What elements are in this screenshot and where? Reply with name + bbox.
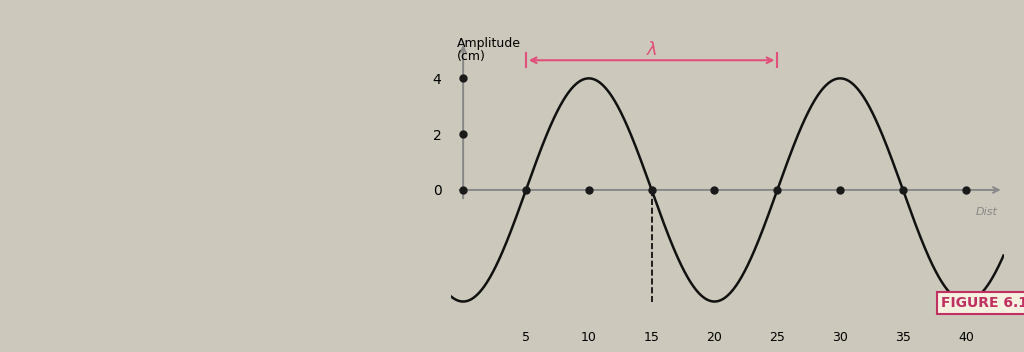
- Text: (cm): (cm): [457, 50, 485, 63]
- Text: FIGURE 6.11: FIGURE 6.11: [941, 296, 1024, 310]
- Text: Amplitude: Amplitude: [457, 37, 521, 50]
- Text: Dist: Dist: [976, 207, 997, 217]
- Text: λ: λ: [646, 41, 657, 59]
